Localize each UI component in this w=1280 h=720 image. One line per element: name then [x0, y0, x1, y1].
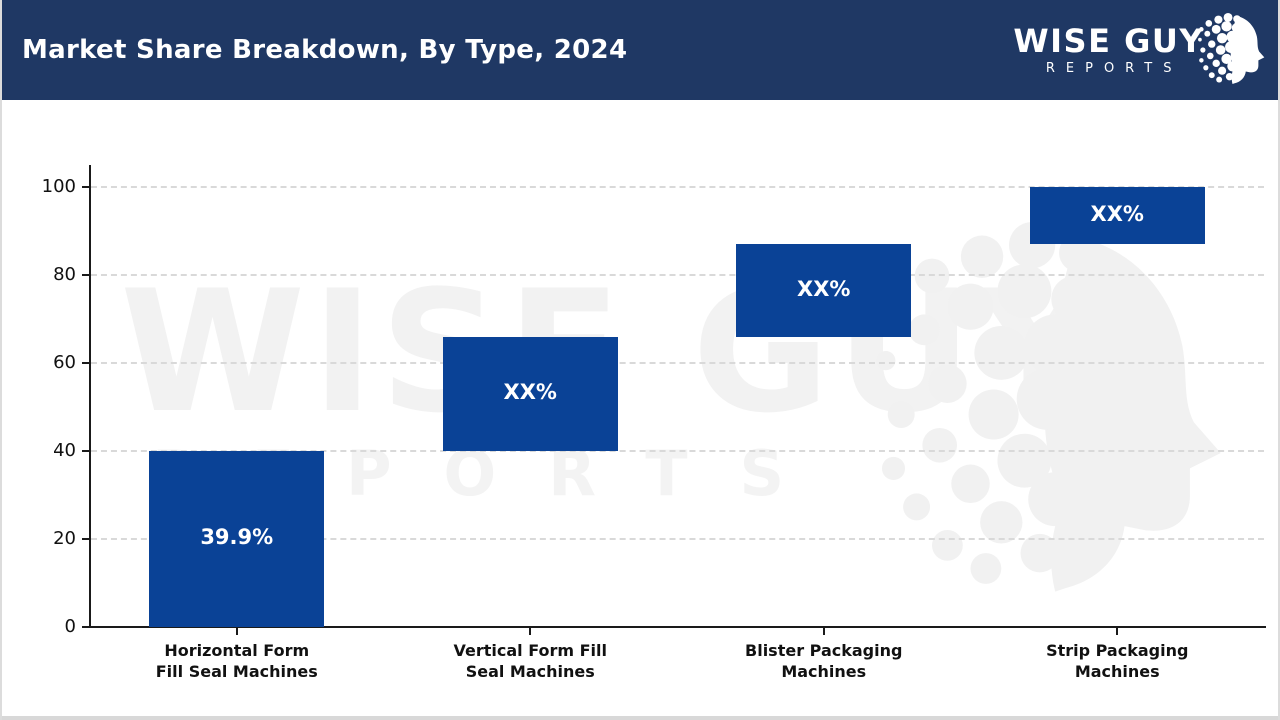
y-axis-spine: [89, 165, 91, 628]
category-label-line: Fill Seal Machines: [155, 662, 318, 681]
y-tick-40: [82, 450, 90, 452]
wiseguy-logo: WISE GUY REPORTS: [1013, 6, 1268, 94]
category-label-0: Horizontal Form Fill Seal Machines: [107, 640, 367, 682]
bar-segment-3: [1029, 187, 1205, 245]
chart-title: Market Share Breakdown, By Type, 2024: [22, 35, 628, 65]
bar-segment-0: [149, 451, 325, 627]
category-label-1: Vertical Form Fill Seal Machines: [400, 640, 660, 682]
x-tick-0: [235, 627, 238, 635]
category-label-line: Machines: [781, 662, 867, 681]
y-tick-100: [82, 186, 90, 188]
gridline-40: [91, 450, 1264, 452]
x-axis-spine: [89, 626, 1266, 628]
x-tick-2: [822, 627, 825, 635]
y-tick-60: [82, 362, 90, 364]
y-tick-label-60: 60: [53, 352, 76, 373]
category-label-3: Strip Packaging Machines: [987, 640, 1247, 682]
bar-segment-1: [442, 337, 618, 452]
bottom-border: [2, 716, 1278, 720]
category-label-line: Seal Machines: [465, 662, 595, 681]
wiseguy-logo-text: WISE GUY REPORTS: [1013, 24, 1204, 76]
y-tick-20: [82, 538, 90, 540]
wiseguy-head-icon: [1194, 6, 1268, 94]
category-label-line: Strip Packaging: [1046, 641, 1189, 660]
y-tick-label-20: 20: [53, 528, 76, 549]
y-tick-label-100: 100: [41, 176, 76, 197]
gridline-20: [91, 538, 1264, 540]
gridline-80: [91, 274, 1264, 276]
bar-value-label-0: 39.9%: [200, 525, 274, 550]
category-label-line: Horizontal Form: [164, 641, 310, 660]
y-tick-80: [82, 274, 90, 276]
header-bar: Market Share Breakdown, By Type, 2024 WI…: [2, 0, 1278, 100]
category-label-line: Blister Packaging: [745, 641, 903, 660]
gridline-100: [91, 186, 1264, 188]
y-tick-label-80: 80: [53, 264, 76, 285]
gridline-60: [91, 362, 1264, 364]
bar-segment-2: [736, 244, 912, 338]
category-label-line: Vertical Form Fill: [453, 641, 607, 660]
x-tick-1: [529, 627, 532, 635]
bar-value-label-2: XX%: [797, 276, 851, 301]
x-tick-3: [1116, 627, 1119, 635]
logo-wordmark: WISE GUY: [1013, 22, 1204, 60]
y-tick-label-0: 0: [64, 616, 76, 637]
bar-value-label-1: XX%: [503, 380, 557, 405]
bar-value-label-3: XX%: [1090, 201, 1144, 226]
logo-subtitle: REPORTS: [1045, 61, 1183, 76]
category-label-line: Machines: [1074, 662, 1160, 681]
y-tick-0: [82, 626, 90, 628]
y-tick-label-40: 40: [53, 440, 76, 461]
category-label-2: Blister Packaging Machines: [694, 640, 954, 682]
